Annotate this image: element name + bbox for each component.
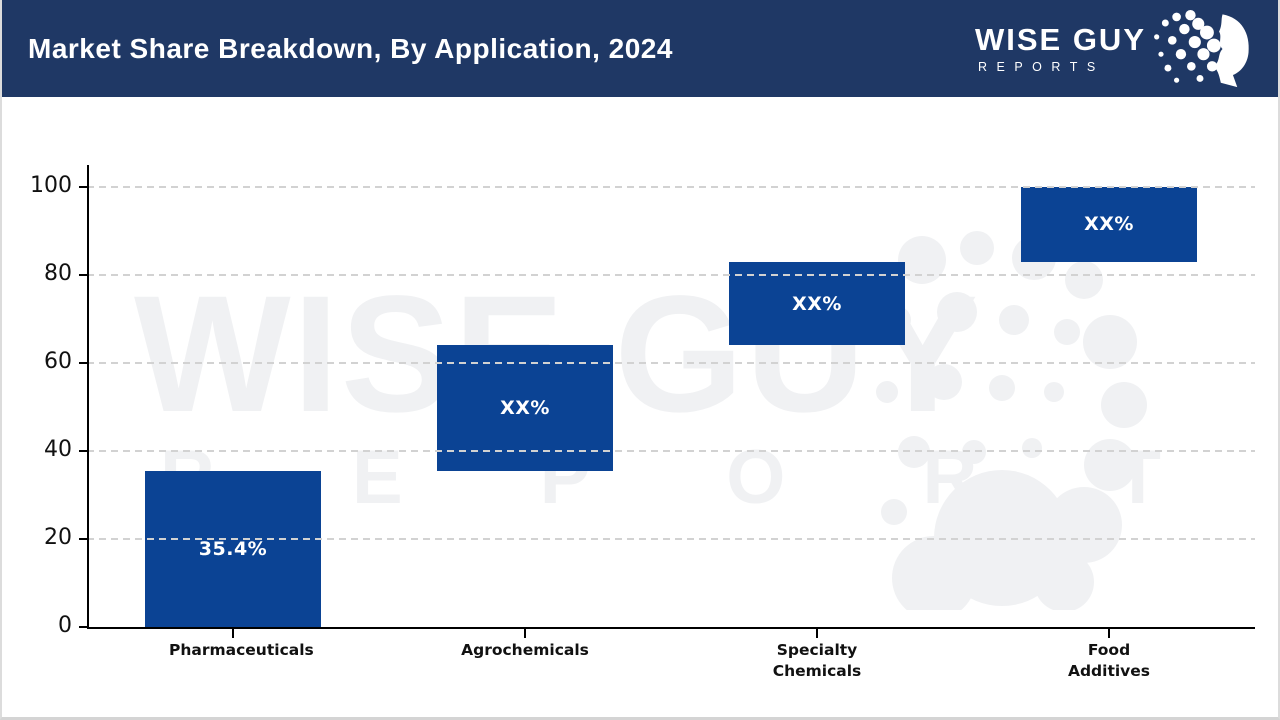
x-axis-tick: [524, 629, 526, 638]
x-axis-labels: Pharmaceuticals Agrochemicals Specialty Ch…: [87, 640, 1255, 682]
x-axis-label: Specialty Chemicals: [671, 640, 963, 682]
gridline-20: [87, 538, 1255, 540]
chart-title: Market Share Breakdown, By Application, …: [28, 32, 673, 64]
x-axis-tick: [232, 629, 234, 638]
logo-subtext: REPORTS: [977, 59, 1105, 74]
y-axis-tick: [79, 626, 88, 628]
watermark-face-icon: [876, 231, 1147, 610]
x-axis-line: [87, 627, 1255, 629]
y-tick-label: 20: [44, 525, 72, 550]
y-tick-label: 0: [58, 613, 72, 638]
wiseguy-logo: WISE GUY REPORTS: [975, 9, 1252, 89]
gridline-60: [87, 362, 1255, 364]
x-axis-label: Food Additives: [963, 640, 1255, 682]
x-axis-label-text: Pharmaceuticals: [169, 641, 314, 659]
bar-value-label: XX%: [792, 292, 842, 315]
x-axis-tick: [816, 629, 818, 638]
gridline-100: [87, 186, 1255, 188]
x-axis-label: Agrochemicals: [379, 640, 671, 682]
y-tick-label: 80: [44, 261, 72, 286]
bar-value-label: 35.4%: [198, 538, 268, 561]
gridline-80: [87, 274, 1255, 276]
bar-agrochemicals: XX%: [437, 345, 613, 472]
y-axis-tick: [79, 362, 88, 364]
y-axis-line: [87, 165, 89, 629]
logo-face-icon: [1154, 9, 1249, 87]
bar-pharmaceuticals: 35.4%: [145, 471, 321, 627]
logo-text: WISE GUY REPORTS: [975, 24, 1146, 74]
bar-food-additives: XX%: [1021, 187, 1197, 262]
y-tick-label: 60: [44, 349, 72, 374]
bar-value-label: XX%: [500, 397, 550, 420]
y-tick-label: 40: [44, 437, 72, 462]
plot-area: 35.4% XX% XX% XX%: [87, 186, 1255, 627]
x-axis-label: Pharmaceuticals: [87, 640, 379, 682]
x-axis-tick: [1108, 629, 1110, 638]
x-axis-label-text: Agrochemicals: [461, 641, 589, 659]
gridline-40: [87, 450, 1255, 452]
bar-value-label: XX%: [1084, 213, 1134, 236]
x-axis-label-text: Food Additives: [1067, 641, 1151, 680]
header: Market Share Breakdown, By Application, …: [2, 0, 1278, 97]
y-axis-tick: [79, 450, 88, 452]
x-axis-label-text: Specialty Chemicals: [772, 641, 862, 680]
logo-wordmark: WISE GUY: [974, 21, 1146, 57]
y-axis-tick: [79, 538, 88, 540]
y-axis-tick: [79, 274, 88, 276]
y-tick-label: 100: [30, 173, 72, 198]
y-axis-tick: [79, 186, 88, 188]
